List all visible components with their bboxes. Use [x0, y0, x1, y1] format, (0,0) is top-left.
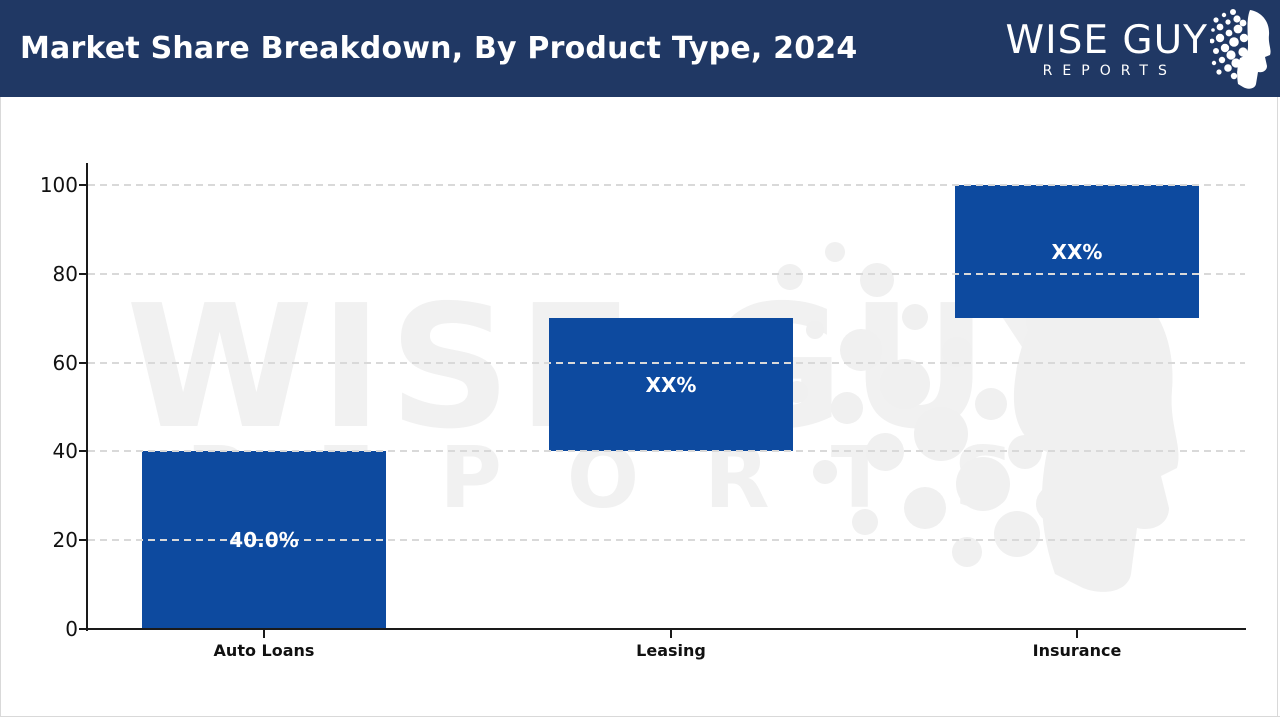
bar-value-label: 40.0% — [229, 528, 299, 553]
y-tick-80 — [79, 272, 88, 275]
gridline-80 — [88, 272, 1245, 275]
brand-logo-text: WISE GUY REPORTS — [1006, 21, 1208, 78]
y-tick-0 — [79, 628, 88, 630]
bar-insurance — [955, 185, 1199, 319]
y-tick-20 — [79, 539, 88, 542]
y-tick-label: 100 — [39, 173, 78, 197]
category-label: Insurance — [1032, 641, 1122, 660]
bottom-edge-line — [0, 716, 1280, 717]
chart-title: Market Share Breakdown, By Product Type,… — [20, 31, 858, 66]
y-axis-line — [86, 163, 88, 631]
y-tick-label: 60 — [52, 350, 78, 375]
x-tick-insurance — [1076, 630, 1078, 638]
header-bar: Market Share Breakdown, By Product Type,… — [0, 0, 1280, 97]
y-tick-label: 0 — [65, 617, 78, 641]
bar-leasing — [549, 318, 793, 452]
left-edge-line — [0, 97, 1, 717]
x-tick-leasing — [670, 630, 672, 638]
y-tick-label: 20 — [52, 528, 78, 553]
gridline-40 — [88, 450, 1245, 453]
y-tick-100 — [79, 184, 88, 186]
y-tick-40 — [79, 450, 88, 453]
y-tick-label: 40 — [52, 439, 78, 464]
brand-head-icon — [1210, 9, 1271, 89]
bar-value-label: XX% — [645, 372, 697, 397]
gridline-100 — [88, 184, 1245, 186]
brand-logo: WISE GUY REPORTS — [1006, 6, 1272, 92]
gridline-60 — [88, 361, 1245, 364]
brand-subtitle: REPORTS — [1042, 62, 1177, 79]
x-tick-auto-loans — [263, 630, 265, 638]
category-label: Auto Loans — [213, 641, 315, 660]
y-tick-label: 80 — [52, 261, 78, 286]
bar-value-label: XX% — [1051, 239, 1103, 264]
right-edge-line — [1277, 97, 1278, 717]
category-label: Leasing — [636, 641, 706, 660]
brand-name: WISE GUY — [1005, 17, 1208, 63]
gridline-20 — [88, 539, 1245, 542]
x-axis-line — [86, 628, 1246, 630]
y-tick-60 — [79, 361, 88, 364]
